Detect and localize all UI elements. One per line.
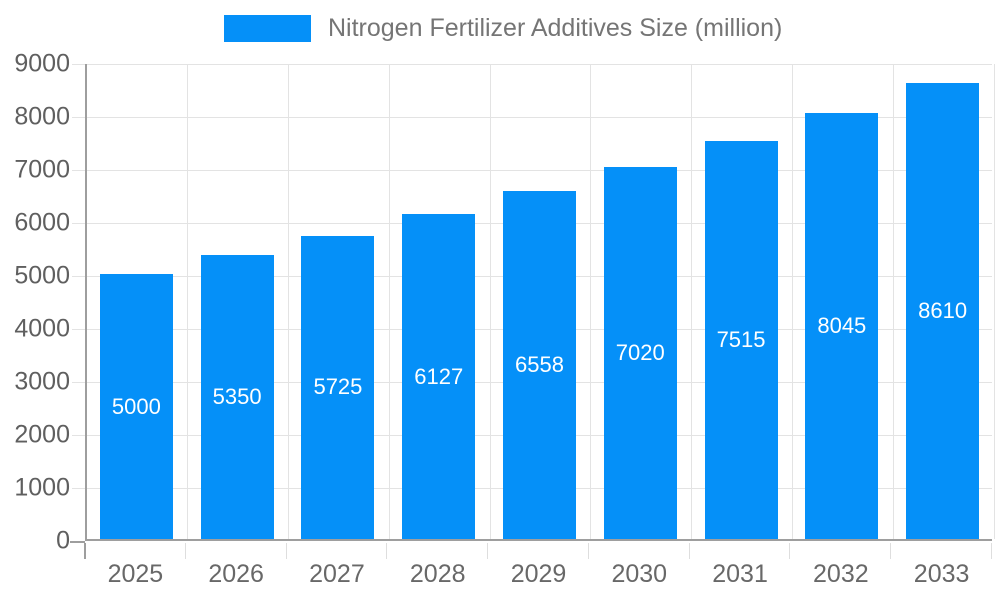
x-axis-tick-label-2031: 2031 xyxy=(712,560,768,588)
x-axis-tick-label-2033: 2033 xyxy=(913,560,970,588)
bar-2032[interactable]: 8045 xyxy=(805,112,879,539)
y-axis-tick-label: 5000 xyxy=(14,261,70,290)
bar-value-label: 8045 xyxy=(817,312,867,338)
x-axis-tick-label-2030: 2030 xyxy=(611,560,668,588)
v-gridline xyxy=(288,64,290,539)
bar-2031[interactable]: 7515 xyxy=(704,140,778,539)
x-axis-tick xyxy=(487,543,489,559)
h-gridline xyxy=(87,63,992,65)
bar-2033[interactable]: 8610 xyxy=(906,82,980,539)
h-gridline xyxy=(87,116,992,118)
bar-value-label: 6127 xyxy=(414,363,464,389)
plot-area: 5000 5350 5725 6127 6558 7020 7515 8045 8610 xyxy=(85,63,995,541)
v-gridline xyxy=(993,64,995,539)
x-axis-tick xyxy=(386,543,388,559)
x-axis-tick xyxy=(84,543,86,559)
v-gridline xyxy=(590,64,592,539)
legend-swatch xyxy=(224,15,311,42)
y-axis-tick xyxy=(72,169,85,171)
bar-value-label: 5000 xyxy=(111,393,161,419)
legend-item[interactable]: Nitrogen Fertilizer Additives Size (mill… xyxy=(224,14,782,43)
bar-value-label: 7020 xyxy=(615,339,665,365)
y-axis-tick-label: 0 xyxy=(56,526,70,555)
bar-2027[interactable]: 5725 xyxy=(301,235,375,539)
y-axis-tick xyxy=(72,434,85,436)
y-axis-tick-label: 9000 xyxy=(14,49,70,78)
bar-2028[interactable]: 6127 xyxy=(402,214,476,539)
y-axis-tick xyxy=(70,541,85,543)
y-axis-tick xyxy=(72,328,85,330)
bar-2025[interactable]: 5000 xyxy=(99,274,173,539)
x-axis-tick xyxy=(890,543,892,559)
x-axis-tick xyxy=(587,543,589,559)
y-axis-tick-label: 1000 xyxy=(14,473,70,502)
bar-2026[interactable]: 5350 xyxy=(200,255,274,539)
h-gridline xyxy=(87,169,992,171)
y-axis-tick xyxy=(72,275,85,277)
x-axis-tick-label-2028: 2028 xyxy=(409,560,466,588)
bar-value-label: 6558 xyxy=(515,352,564,378)
v-gridline xyxy=(388,64,390,539)
bar-2029[interactable]: 6558 xyxy=(503,191,576,539)
y-axis-tick xyxy=(72,63,85,65)
y-axis-tick xyxy=(72,487,85,489)
v-gridline xyxy=(892,64,894,539)
x-axis-tick xyxy=(789,543,791,559)
bar-value-label: 8610 xyxy=(918,297,968,323)
y-axis-tick-label: 3000 xyxy=(14,367,70,396)
x-axis-tick xyxy=(688,543,690,559)
y-axis-tick xyxy=(72,381,85,383)
v-gridline xyxy=(187,64,189,539)
y-axis-tick-label: 2000 xyxy=(14,420,70,449)
v-gridline xyxy=(691,64,693,539)
y-axis-tick xyxy=(72,116,85,118)
bar-value-label: 5350 xyxy=(212,384,262,410)
y-axis-tick-label: 8000 xyxy=(14,102,70,131)
v-gridline xyxy=(489,64,491,539)
y-axis-tick-label: 6000 xyxy=(14,208,70,237)
v-gridline xyxy=(791,64,793,539)
bar-2030[interactable]: 7020 xyxy=(603,166,677,539)
bar-value-label: 5725 xyxy=(313,374,363,400)
x-axis-tick xyxy=(991,543,992,559)
bar-value-label: 7515 xyxy=(716,326,766,352)
y-axis-tick xyxy=(72,222,85,224)
x-axis-tick-label-2027: 2027 xyxy=(309,560,365,588)
x-axis-tick-label-2032: 2032 xyxy=(813,560,869,588)
x-axis-tick xyxy=(184,543,186,559)
legend-label: Nitrogen Fertilizer Additives Size (mill… xyxy=(328,14,783,42)
x-axis-tick-label-2025: 2025 xyxy=(107,560,164,588)
x-axis-tick-label-2026: 2026 xyxy=(208,560,264,588)
x-axis-tick-label-2029: 2029 xyxy=(510,560,567,588)
y-axis-tick-label: 7000 xyxy=(14,155,70,184)
y-axis-tick-label: 4000 xyxy=(14,314,70,343)
x-axis-tick xyxy=(285,543,287,559)
